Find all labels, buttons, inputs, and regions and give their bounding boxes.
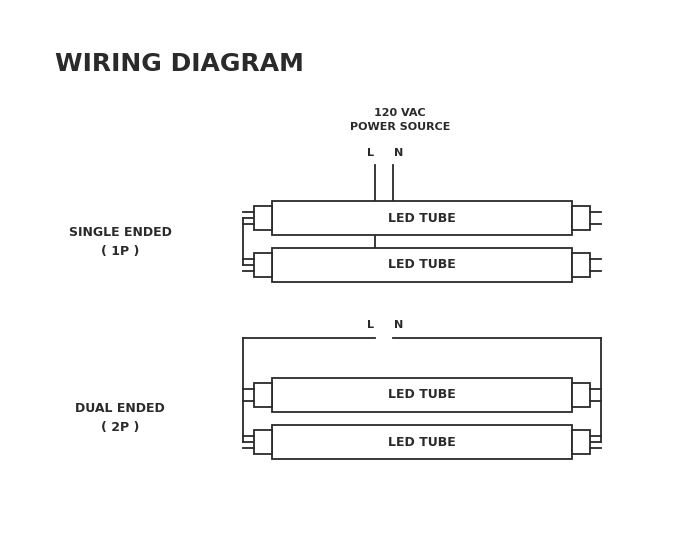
Bar xyxy=(572,206,590,230)
Text: LED TUBE: LED TUBE xyxy=(388,436,456,448)
Text: DUAL ENDED
( 2P ): DUAL ENDED ( 2P ) xyxy=(75,402,165,434)
Bar xyxy=(572,431,590,453)
Bar xyxy=(254,206,272,230)
Bar xyxy=(254,253,272,277)
Text: WIRING DIAGRAM: WIRING DIAGRAM xyxy=(55,52,304,76)
Bar xyxy=(572,383,590,406)
Text: N: N xyxy=(394,320,403,330)
Text: N: N xyxy=(394,148,403,158)
Bar xyxy=(272,248,572,282)
Text: SINGLE ENDED
( 1P ): SINGLE ENDED ( 1P ) xyxy=(69,226,172,258)
Bar xyxy=(254,431,272,453)
Text: LED TUBE: LED TUBE xyxy=(388,259,456,272)
Bar xyxy=(254,383,272,406)
Text: LED TUBE: LED TUBE xyxy=(388,389,456,402)
Text: LED TUBE: LED TUBE xyxy=(388,211,456,225)
Text: L: L xyxy=(367,320,374,330)
Bar xyxy=(572,253,590,277)
Bar xyxy=(272,378,572,412)
Text: L: L xyxy=(367,148,374,158)
Bar xyxy=(272,201,572,235)
Text: 120 VAC
POWER SOURCE: 120 VAC POWER SOURCE xyxy=(350,108,450,132)
Bar xyxy=(272,425,572,459)
